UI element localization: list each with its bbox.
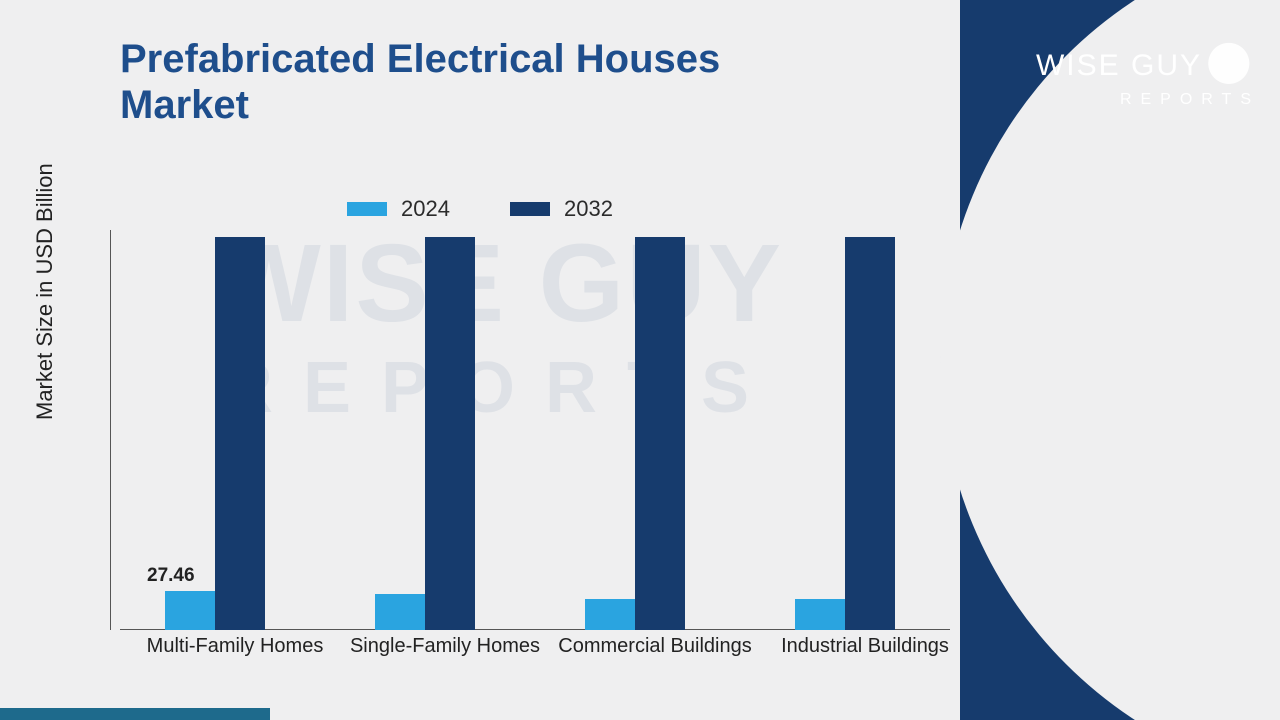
legend-item-2032: 2032	[510, 196, 613, 222]
page-title: Prefabricated Electrical Houses Market	[120, 36, 840, 128]
bar-2024	[795, 599, 845, 630]
bar-group: Single-Family Homes	[375, 230, 515, 630]
category-label: Multi-Family Homes	[135, 634, 335, 658]
legend-label-2032: 2032	[564, 196, 613, 222]
bottom-accent-bar	[0, 708, 270, 720]
chart-legend: 2024 2032	[0, 196, 960, 222]
y-axis-label: Market Size in USD Billion	[32, 163, 58, 420]
legend-item-2024: 2024	[347, 196, 450, 222]
legend-swatch-2032	[510, 202, 550, 216]
chart-plot: 27.46Multi-Family Homes Single-Family Hom…	[120, 230, 950, 630]
bar-2024	[165, 591, 215, 630]
legend-label-2024: 2024	[401, 196, 450, 222]
bar-2032	[635, 237, 685, 630]
category-label: Commercial Buildings	[555, 634, 755, 658]
bar-2032	[215, 237, 265, 630]
logo-line1: WISE GUY	[1036, 50, 1202, 82]
brand-logo: WISE GUY REPORTS	[1036, 40, 1260, 109]
bar-2032	[425, 237, 475, 630]
category-label: Industrial Buildings	[765, 634, 965, 658]
logo-head-icon	[1208, 40, 1260, 92]
bar-group: 27.46Multi-Family Homes	[165, 230, 305, 630]
bar-group: Commercial Buildings	[585, 230, 725, 630]
y-axis-line	[110, 230, 111, 630]
bar-2024	[585, 599, 635, 630]
legend-swatch-2024	[347, 202, 387, 216]
logo-line2: REPORTS	[1120, 91, 1260, 108]
category-label: Single-Family Homes	[345, 634, 545, 658]
bar-value-label: 27.46	[147, 565, 195, 587]
bar-2024	[375, 594, 425, 630]
bar-2032	[845, 237, 895, 630]
bar-group: Industrial Buildings	[795, 230, 935, 630]
